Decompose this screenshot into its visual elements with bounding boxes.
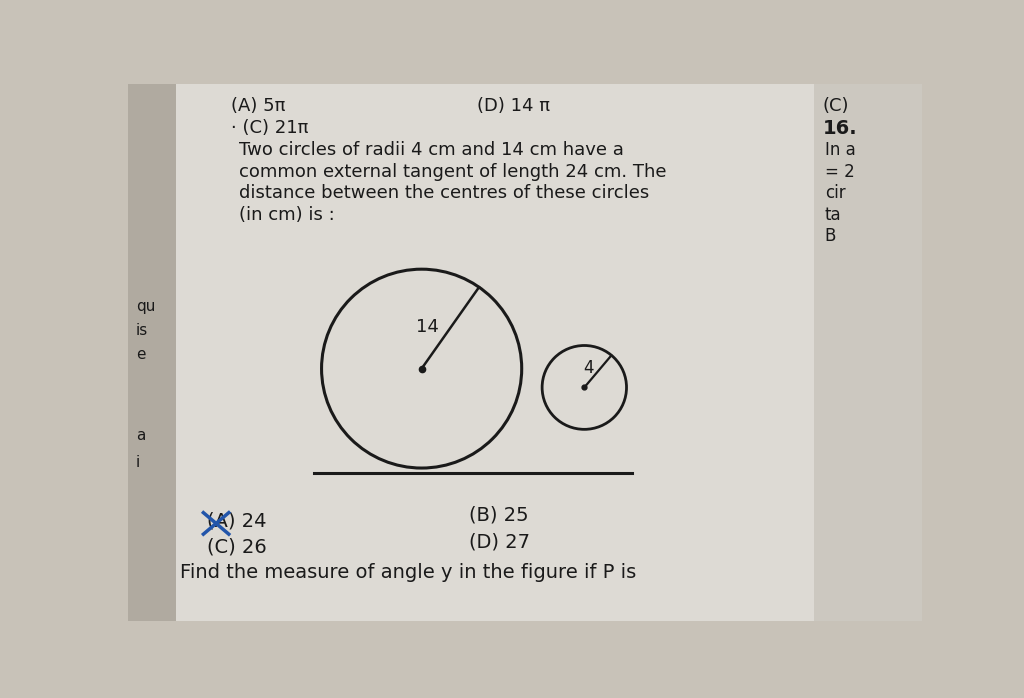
Text: cir: cir	[824, 184, 846, 202]
Text: distance between the centres of these circles: distance between the centres of these ci…	[240, 184, 649, 202]
Text: (C) 26: (C) 26	[207, 538, 267, 557]
Bar	[176, 84, 814, 621]
Text: 4: 4	[584, 359, 594, 377]
Text: (C): (C)	[822, 97, 849, 115]
Text: common external tangent of length 24 cm. The: common external tangent of length 24 cm.…	[240, 163, 667, 181]
Text: 14: 14	[416, 318, 439, 336]
Text: (D) 27: (D) 27	[469, 533, 530, 551]
Bar	[814, 84, 922, 621]
Text: i: i	[136, 454, 140, 470]
Text: is: is	[136, 323, 148, 338]
Text: (in cm) is :: (in cm) is :	[240, 206, 335, 224]
Text: (A) 5π: (A) 5π	[231, 97, 286, 115]
Text: 16.: 16.	[822, 119, 857, 138]
Bar	[128, 84, 176, 621]
Text: a: a	[136, 428, 145, 443]
Text: (A) 24: (A) 24	[207, 511, 267, 530]
Text: · (C) 21π: · (C) 21π	[231, 119, 308, 137]
Text: qu: qu	[136, 299, 156, 313]
Text: ta: ta	[824, 206, 842, 224]
Text: B: B	[824, 228, 837, 245]
Text: (B) 25: (B) 25	[469, 505, 528, 525]
Text: Two circles of radii 4 cm and 14 cm have a: Two circles of radii 4 cm and 14 cm have…	[240, 141, 624, 159]
Text: In a: In a	[824, 141, 855, 159]
Text: e: e	[136, 347, 145, 362]
Text: Find the measure of angle y in the figure if P is: Find the measure of angle y in the figur…	[179, 563, 636, 582]
Text: (D) 14 π: (D) 14 π	[477, 97, 550, 115]
Text: = 2: = 2	[824, 163, 855, 181]
